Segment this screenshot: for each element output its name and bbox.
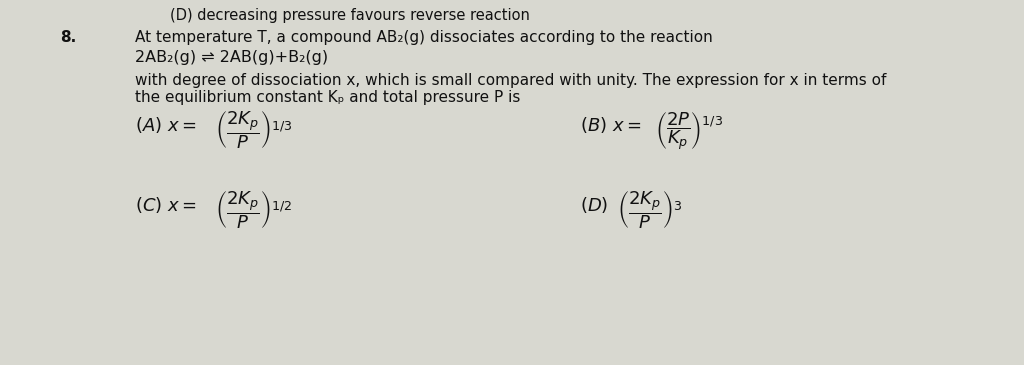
Text: $(A)\ x =$: $(A)\ x =$ <box>135 115 197 135</box>
Text: (D) decreasing pressure favours reverse reaction: (D) decreasing pressure favours reverse … <box>170 8 529 23</box>
Text: 2AB₂(g) ⇌ 2AB(g)+B₂(g): 2AB₂(g) ⇌ 2AB(g)+B₂(g) <box>135 50 328 65</box>
Text: $\left(\dfrac{2K_p}{P}\right)^{1/2}$: $\left(\dfrac{2K_p}{P}\right)^{1/2}$ <box>215 190 292 231</box>
Text: with degree of dissociation x, which is small compared with unity. The expressio: with degree of dissociation x, which is … <box>135 73 887 88</box>
Text: $\left(\dfrac{2K_p}{P}\right)^{3}$: $\left(\dfrac{2K_p}{P}\right)^{3}$ <box>617 190 682 231</box>
Text: At temperature T, a compound AB₂(g) dissociates according to the reaction: At temperature T, a compound AB₂(g) diss… <box>135 30 713 45</box>
Text: $(C)\ x =$: $(C)\ x =$ <box>135 195 197 215</box>
Text: $\left(\dfrac{2K_p}{P}\right)^{1/3}$: $\left(\dfrac{2K_p}{P}\right)^{1/3}$ <box>215 110 293 151</box>
Text: $(B)\ x =$: $(B)\ x =$ <box>580 115 641 135</box>
Text: 8.: 8. <box>60 30 76 45</box>
Text: the equilibrium constant Kₚ and total pressure P is: the equilibrium constant Kₚ and total pr… <box>135 90 520 105</box>
Text: $(D)\ $: $(D)\ $ <box>580 195 608 215</box>
Text: $\left(\dfrac{2P}{K_p}\right)^{1/3}$: $\left(\dfrac{2P}{K_p}\right)^{1/3}$ <box>655 110 723 152</box>
